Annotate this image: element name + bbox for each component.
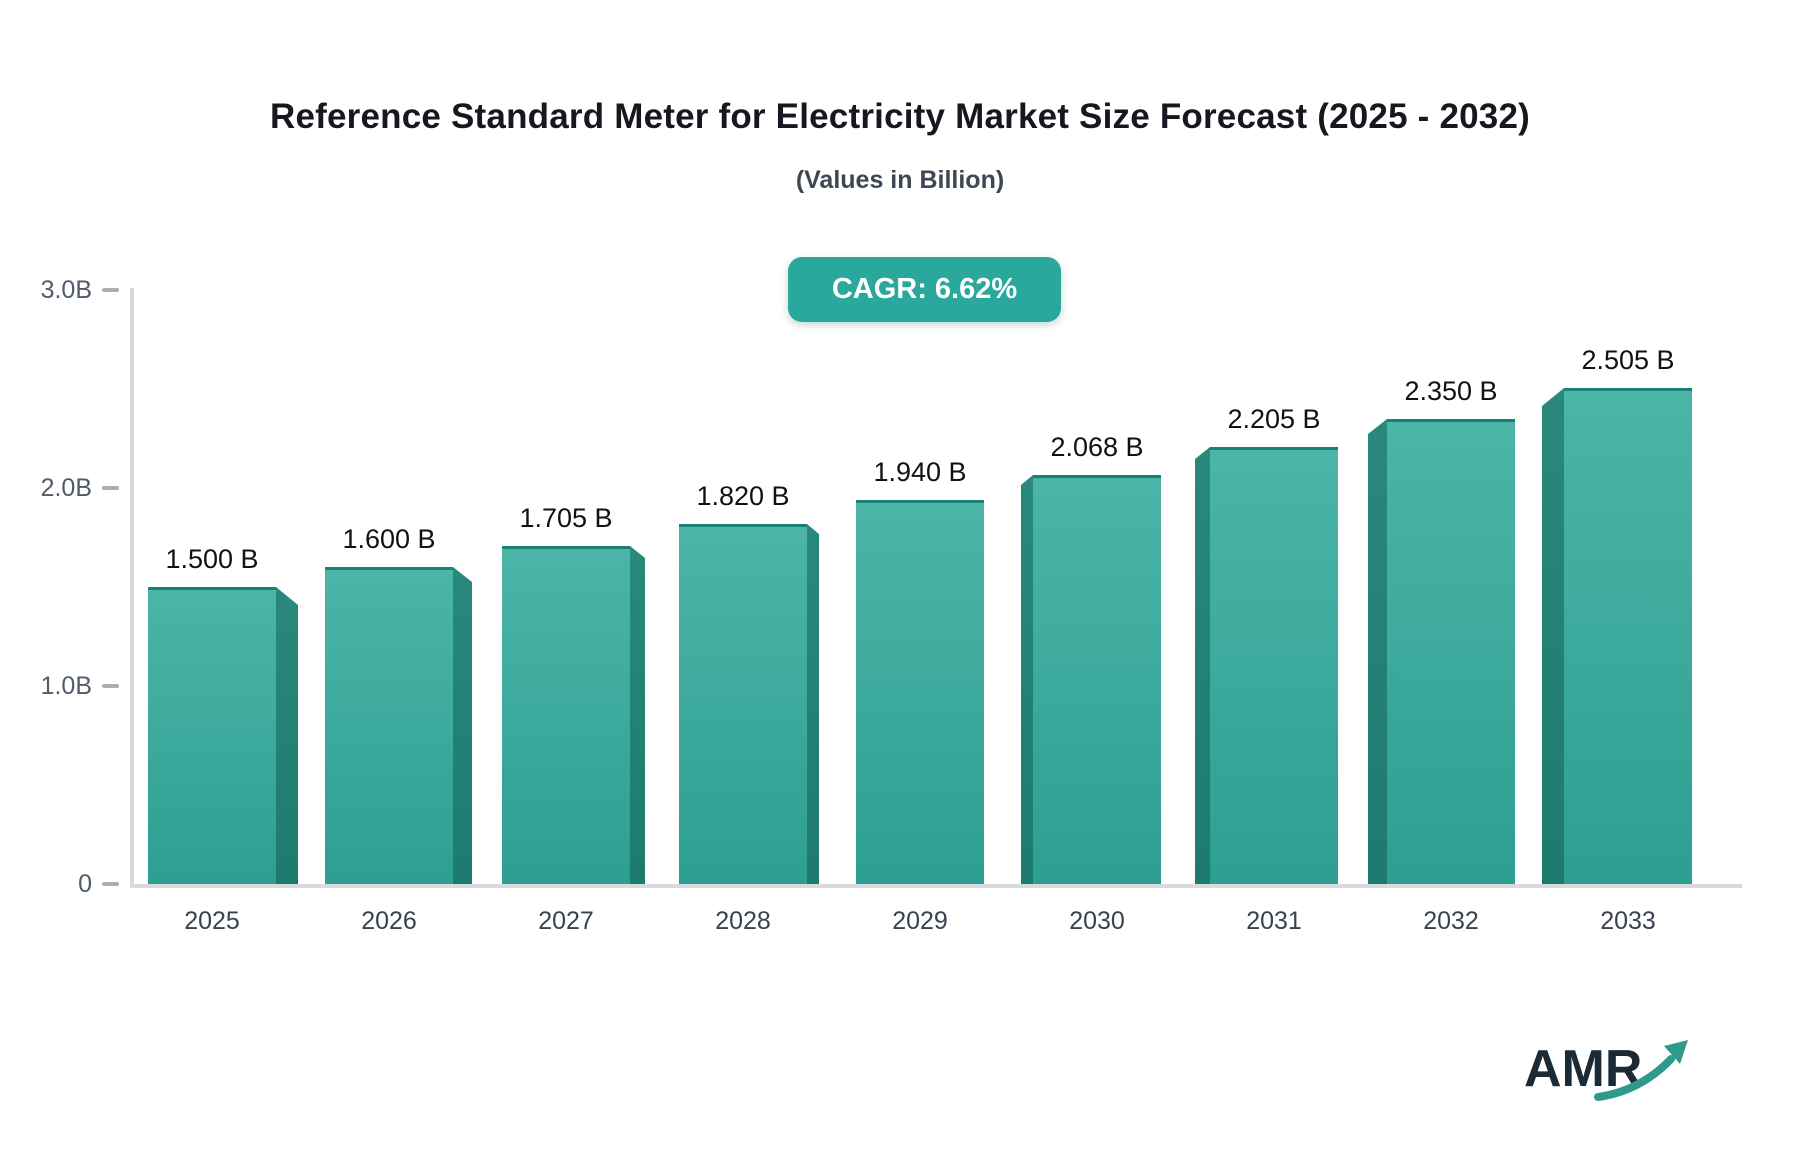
- bar-value-label: 2.350 B: [1404, 376, 1498, 406]
- bar-2032: [1387, 419, 1515, 884]
- chart-subtitle: (Values in Billion): [795, 166, 1005, 194]
- bar-side-face-2026: [453, 567, 472, 884]
- x-axis-label: 2033: [1600, 907, 1656, 935]
- amr-logo: AMR: [1522, 1032, 1707, 1107]
- bar-value-label: 1.600 B: [342, 524, 436, 554]
- x-axis-label: 2027: [538, 907, 594, 935]
- y-axis-tick-label: 2.0B: [40, 474, 92, 502]
- bar-side-face-2027: [630, 546, 645, 884]
- bar-2028: [679, 524, 807, 884]
- x-axis-label: 2029: [892, 907, 948, 935]
- x-axis-line: [130, 884, 1742, 888]
- bar-side-face-2032: [1368, 419, 1387, 884]
- x-axis-label: 2028: [715, 907, 771, 935]
- x-axis-label: 2030: [1069, 907, 1125, 935]
- x-axis-label: 2026: [361, 907, 417, 935]
- chart-title: Reference Standard Meter for Electricity…: [270, 97, 1530, 136]
- y-axis-tick-label: 0: [78, 870, 92, 898]
- x-axis-label: 2031: [1246, 907, 1302, 935]
- bar-value-label: 1.940 B: [873, 457, 967, 487]
- bar-side-face-2033: [1542, 388, 1564, 884]
- bar-value-label: 1.705 B: [519, 503, 613, 533]
- bar-side-face-2030: [1021, 475, 1033, 884]
- y-axis-tick: [102, 486, 119, 490]
- bar-2030: [1033, 475, 1161, 884]
- x-axis-label: 2032: [1423, 907, 1479, 935]
- bar-2026: [325, 567, 453, 884]
- y-axis-tick: [102, 882, 119, 886]
- cagr-badge: CAGR: 6.62%: [788, 257, 1061, 322]
- x-axis-label: 2025: [184, 907, 240, 935]
- bar-side-face-2028: [807, 524, 819, 884]
- bar-value-label: 2.068 B: [1050, 432, 1144, 462]
- y-axis-tick: [102, 684, 119, 688]
- y-axis-tick: [102, 288, 119, 292]
- bar-2025: [148, 587, 276, 884]
- y-axis-tick-label: 3.0B: [40, 276, 92, 304]
- y-axis-line: [130, 288, 134, 888]
- bar-value-label: 1.820 B: [696, 481, 790, 511]
- bar-side-face-2031: [1195, 447, 1210, 884]
- bar-2031: [1210, 447, 1338, 884]
- bar-side-face-2025: [276, 587, 298, 884]
- bar-value-label: 1.500 B: [165, 544, 259, 574]
- bar-2029: [856, 500, 984, 884]
- bar-2027: [502, 546, 630, 884]
- y-axis-tick-label: 1.0B: [40, 672, 92, 700]
- bar-2033: [1564, 388, 1692, 884]
- bar-value-label: 2.505 B: [1581, 345, 1675, 375]
- bar-value-label: 2.205 B: [1227, 404, 1321, 434]
- growth-arrow-icon: [1594, 1040, 1688, 1101]
